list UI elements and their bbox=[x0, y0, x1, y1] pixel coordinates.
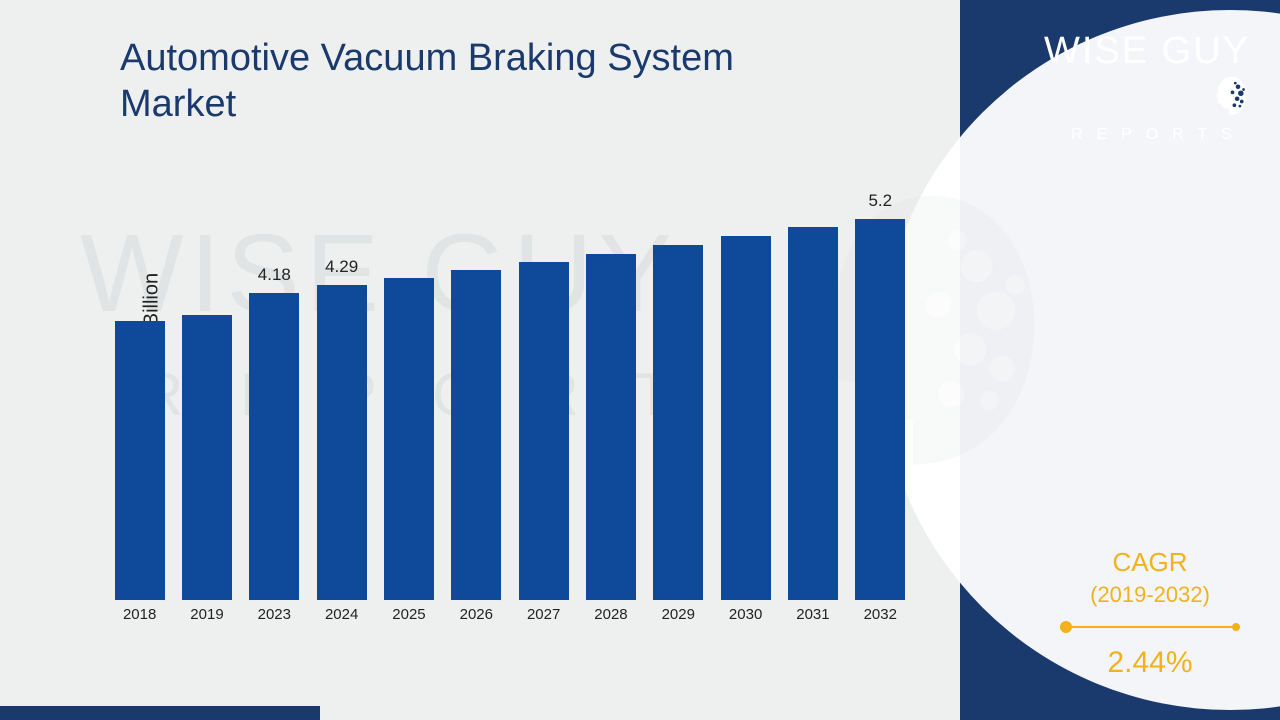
bar-wrap bbox=[443, 160, 510, 600]
bar bbox=[653, 245, 703, 600]
bar bbox=[384, 278, 434, 600]
bar-wrap bbox=[375, 160, 442, 600]
side-panel-content: WISE GUY REPORTS CAGR (2019-2032) 2.44% bbox=[960, 0, 1280, 720]
x-tick: 2026 bbox=[443, 600, 510, 630]
bar-wrap bbox=[173, 160, 240, 600]
cagr-years: (2019-2032) bbox=[1020, 582, 1280, 608]
bar-wrap bbox=[106, 160, 173, 600]
brand-logo: WISE GUY REPORTS bbox=[990, 30, 1250, 144]
page-root: WISE GUY R E P O R T S WISE GUY REPORTS … bbox=[0, 0, 1280, 720]
brand-name-main: WISE GUY bbox=[1044, 30, 1250, 72]
chart-title: Automotive Vacuum Braking System Market bbox=[120, 36, 860, 127]
chart-area: Market Value in USD Billion 4.184.295.2 … bbox=[80, 160, 920, 630]
x-tick: 2029 bbox=[645, 600, 712, 630]
bar-value-label: 5.2 bbox=[847, 191, 914, 211]
bar-value-label: 4.18 bbox=[241, 265, 308, 285]
bar-value-label: 4.29 bbox=[308, 257, 375, 277]
bar bbox=[788, 227, 838, 600]
x-tick: 2018 bbox=[106, 600, 173, 630]
bar bbox=[586, 254, 636, 600]
x-tick: 2027 bbox=[510, 600, 577, 630]
bar bbox=[317, 285, 367, 600]
logo-row: WISE GUY bbox=[990, 30, 1250, 124]
x-tick: 2024 bbox=[308, 600, 375, 630]
bar bbox=[115, 321, 165, 600]
bar bbox=[519, 262, 569, 600]
x-axis: 2018201920232024202520262027202820292030… bbox=[100, 600, 920, 630]
bar-wrap: 4.29 bbox=[308, 160, 375, 600]
bar bbox=[249, 293, 299, 600]
bar-wrap: 4.18 bbox=[241, 160, 308, 600]
cagr-value: 2.44% bbox=[1020, 646, 1280, 680]
bar-wrap bbox=[510, 160, 577, 600]
bar-plot: 4.184.29 5.2 bbox=[100, 160, 920, 600]
cagr-label: CAGR bbox=[1020, 547, 1280, 578]
x-tick: 2030 bbox=[712, 600, 779, 630]
x-tick: 2019 bbox=[173, 600, 240, 630]
bar bbox=[182, 315, 232, 600]
bar bbox=[721, 236, 771, 600]
cagr-divider-icon bbox=[1060, 626, 1240, 628]
bar-wrap: 5.2 bbox=[847, 160, 914, 600]
footer-accent-bar bbox=[0, 706, 320, 720]
bar-wrap bbox=[577, 160, 644, 600]
x-tick: 2031 bbox=[779, 600, 846, 630]
bar-wrap bbox=[712, 160, 779, 600]
brand-head-icon bbox=[1204, 73, 1250, 124]
bar bbox=[855, 219, 905, 600]
x-tick: 2025 bbox=[375, 600, 442, 630]
x-tick: 2032 bbox=[847, 600, 914, 630]
x-tick: 2023 bbox=[241, 600, 308, 630]
bar-wrap bbox=[645, 160, 712, 600]
x-tick: 2028 bbox=[577, 600, 644, 630]
bar bbox=[451, 270, 501, 600]
bar-wrap bbox=[779, 160, 846, 600]
brand-name-sub: REPORTS bbox=[990, 126, 1246, 144]
cagr-block: CAGR (2019-2032) 2.44% bbox=[1020, 547, 1280, 680]
